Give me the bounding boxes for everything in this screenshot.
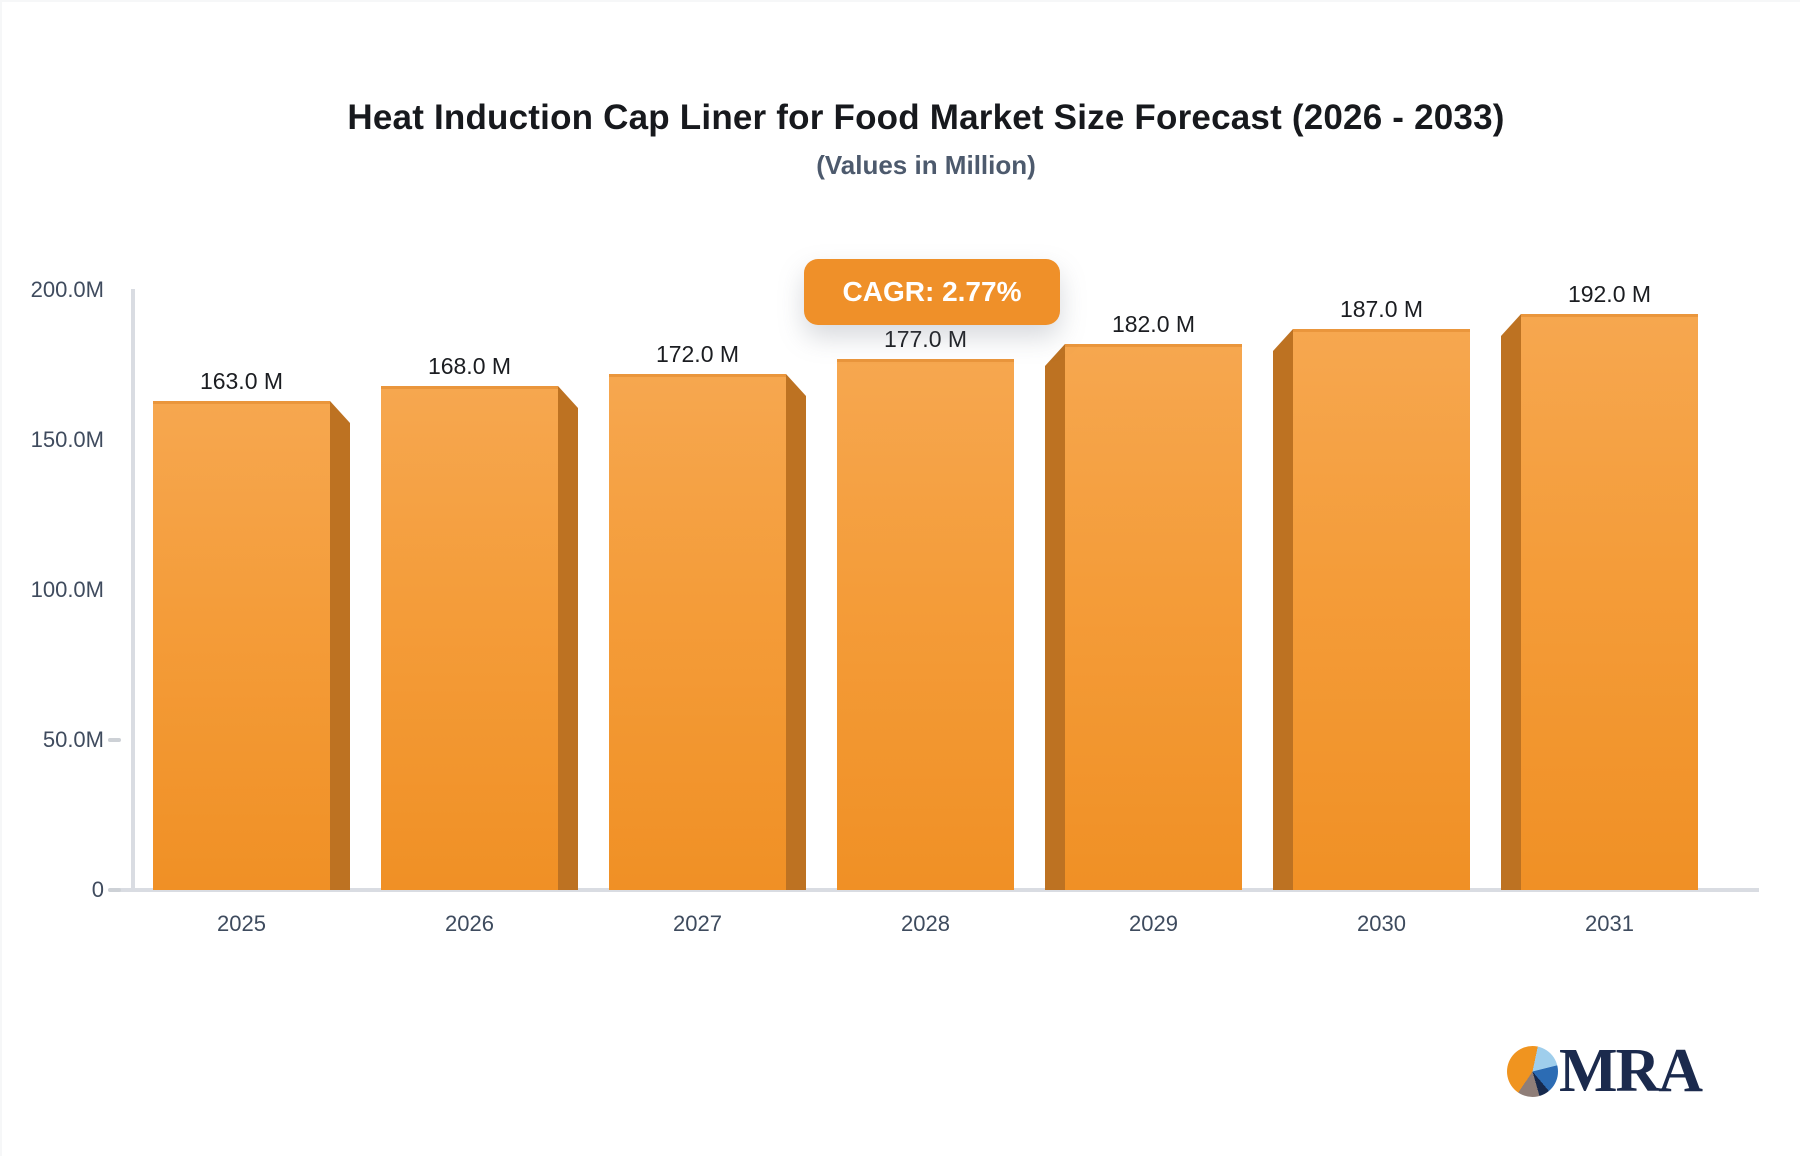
x-axis-label-2030: 2030 [1357,911,1406,936]
chart-subtitle: (Values in Million) [816,150,1036,180]
bar-2030[interactable] [1293,329,1470,890]
x-axis-label-2026: 2026 [445,911,494,936]
y-axis-tick-mark [108,888,121,892]
bar-3d-side [1045,344,1065,890]
y-axis-tick-label: 150.0M [30,427,104,452]
bar-value-label: 163.0 M [199,368,284,394]
cagr-badge: CAGR: 2.77% [804,259,1060,325]
bar-value-label: 172.0 M [655,341,740,367]
bar-2029[interactable] [1065,344,1242,890]
x-axis-label-2025: 2025 [217,911,266,936]
bar-value-label: 168.0 M [427,353,512,379]
bar-value-label: 187.0 M [1339,296,1424,322]
y-axis-tick-label: 50.0M [42,727,104,752]
bar-2028[interactable] [837,359,1014,890]
bar-value-label: 177.0 M [883,326,968,352]
x-axis-baseline [117,888,1759,892]
bar-2025[interactable] [153,401,330,890]
y-axis-tick-mark [108,738,121,742]
bar-2031[interactable] [1521,314,1698,890]
bar-3d-side [1273,329,1293,890]
bar-value-label: 182.0 M [1111,311,1196,337]
chart-title: Heat Induction Cap Liner for Food Market… [347,98,1505,137]
bar-3d-side [558,386,578,890]
bar-2027[interactable] [609,374,786,890]
y-axis-tick-label: 100.0M [30,577,104,602]
bar-2026[interactable] [381,386,558,890]
y-axis-tick-label: 0 [91,877,104,902]
brand-logo: MRA [1507,1037,1703,1105]
y-axis-line [131,289,135,892]
bar-3d-side [1501,314,1521,890]
x-axis-label-2028: 2028 [901,911,950,936]
y-axis-tick-label: 200.0M [30,277,104,302]
x-axis-label-2031: 2031 [1585,911,1634,936]
brand-logo-text: MRA [1559,1037,1703,1105]
bar-3d-side [330,401,350,890]
bar-3d-side [786,374,806,890]
x-axis-label-2027: 2027 [673,911,722,936]
x-axis-label-2029: 2029 [1129,911,1178,936]
pie-chart-logo-icon [1507,1045,1558,1097]
bar-value-label: 192.0 M [1567,281,1652,307]
